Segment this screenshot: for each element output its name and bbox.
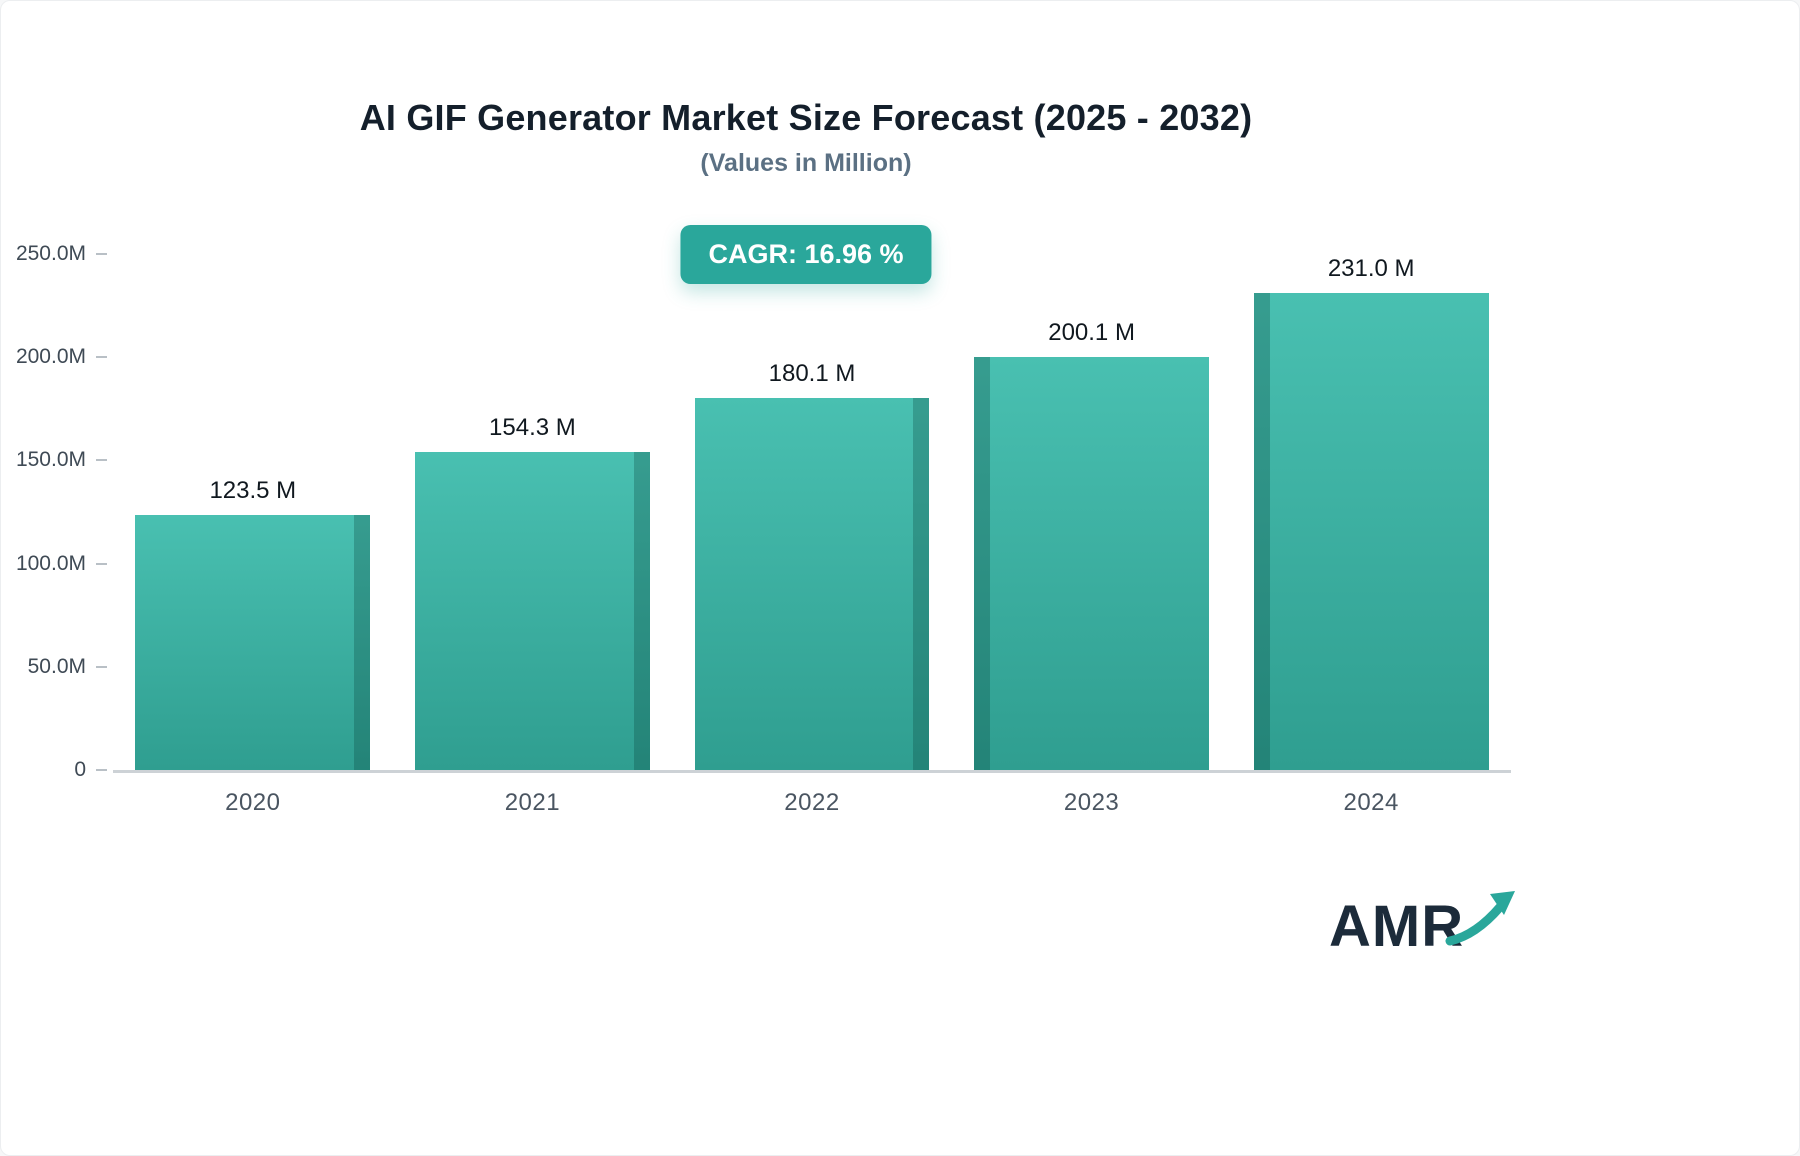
cagr-badge: CAGR: 16.96 % (680, 225, 932, 284)
tick-mark (96, 253, 107, 255)
bar-value-label: 123.5 M (209, 477, 297, 505)
chart-subtitle: (Values in Million) (700, 149, 912, 177)
tick-mark (96, 769, 107, 771)
bar (974, 357, 1209, 770)
growth-arrow-icon (1445, 890, 1516, 945)
bars-container: 123.5 M 154.3 M 180.1 M 200.1 M 231.0 M (113, 254, 1511, 771)
x-axis-label: 2024 (1343, 789, 1399, 816)
x-axis-label: 2023 (1063, 789, 1120, 816)
y-axis-tick: 50.0M (28, 655, 113, 679)
bar (414, 451, 650, 771)
y-axis-tick: 200.0M (16, 345, 113, 369)
amr-logo: AMR (1329, 890, 1518, 960)
y-tick-label: 100.0M (15, 551, 86, 575)
bar-column: 123.5 M (113, 254, 393, 770)
bar-column: 180.1 M (672, 254, 952, 770)
bar-column: 231.0 M (1231, 254, 1511, 770)
x-axis-label: 2022 (784, 789, 840, 816)
plot-area: 123.5 M 154.3 M 180.1 M 200.1 M 231.0 M 250.… (16, 242, 1511, 781)
bar-column: 200.1 M (952, 254, 1232, 770)
y-tick-label: 0 (74, 758, 86, 781)
y-tick-label: 250.0M (15, 242, 86, 265)
logo-text: AMR (1329, 894, 1465, 959)
chart-title: AI GIF Generator Market Size Forecast (2… (359, 97, 1253, 138)
bar-value-label: 200.1 M (1048, 319, 1135, 346)
bar (694, 398, 930, 770)
y-tick-label: 200.0M (15, 345, 86, 369)
y-axis-tick: 150.0M (16, 448, 113, 472)
chart-content: AI GIF Generator Market Size Forecast (2… (1, 1, 1611, 1155)
bar (1253, 293, 1489, 770)
x-axis-label: 2021 (504, 789, 561, 816)
bar-chart: 123.5 M 154.3 M 180.1 M 200.1 M 231.0 M 250.… (1, 242, 1611, 816)
tick-mark (96, 356, 107, 359)
x-axis-labels: 2020 2021 2022 2023 2024 (113, 789, 1511, 817)
y-tick-label: 150.0M (15, 448, 86, 472)
y-axis-tick: 250.0M (16, 242, 113, 266)
y-tick-label: 50.0M (27, 654, 86, 678)
bar-value-label: 231.0 M (1327, 255, 1415, 283)
x-axis-label: 2020 (225, 789, 281, 816)
bar-column: 154.3 M (393, 254, 673, 771)
tick-mark (96, 562, 107, 565)
y-axis-tick: 100.0M (16, 552, 113, 576)
bar-value-label: 154.3 M (489, 413, 576, 441)
bar-value-label: 180.1 M (768, 360, 856, 388)
tick-mark (96, 459, 107, 462)
y-axis-tick: 0 (74, 758, 113, 782)
bar (135, 515, 371, 770)
tick-mark (96, 665, 107, 668)
